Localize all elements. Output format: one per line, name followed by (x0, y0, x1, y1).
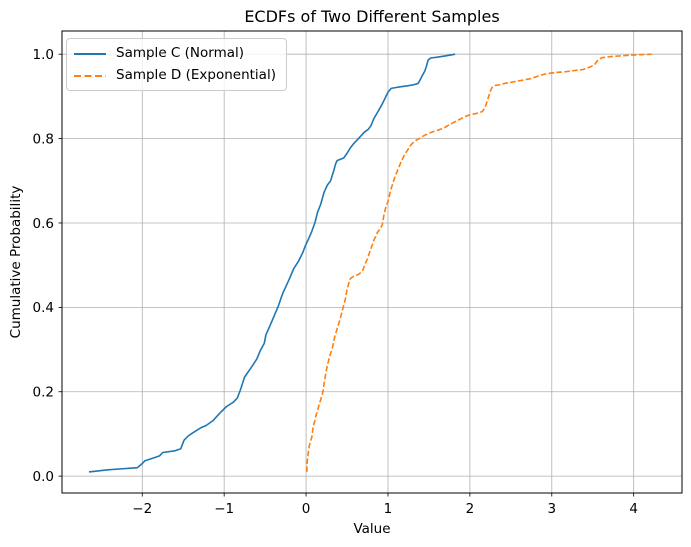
legend-line-solid-icon (74, 52, 106, 55)
chart-title: ECDFs of Two Different Samples (244, 7, 500, 26)
ecdf-line-sample-c (88, 53, 456, 473)
legend-label: Sample C (Normal) (116, 45, 245, 61)
x-tick-label: 3 (547, 501, 556, 517)
legend-item-sample-d: Sample D (Exponential) (74, 68, 276, 83)
y-tick-label: 0.0 (33, 469, 54, 485)
y-axis-label: Cumulative Probability (8, 185, 24, 339)
y-tick-label: 0.6 (33, 216, 54, 232)
x-tick-label: 0 (302, 501, 311, 517)
x-tick-label: 4 (629, 501, 638, 517)
legend-label: Sample D (Exponential) (116, 67, 276, 83)
legend-item-sample-c: Sample C (Normal) (74, 46, 276, 61)
x-axis-label: Value (353, 521, 391, 537)
y-tick-label: 0.4 (33, 300, 54, 316)
x-tick-label: 1 (384, 501, 393, 517)
x-tick-label: 2 (466, 501, 475, 517)
y-tick-label: 1.0 (33, 47, 54, 63)
ecdf-line-sample-d (306, 53, 652, 472)
legend-line-dashed-icon (74, 74, 106, 77)
axes-frame (61, 30, 683, 494)
y-tick-label: 0.2 (33, 385, 54, 401)
y-tick-label: 0.8 (33, 131, 54, 147)
legend: Sample C (Normal) Sample D (Exponential) (66, 38, 287, 91)
x-tick-label: −1 (214, 501, 234, 517)
x-tick-label: −2 (132, 501, 152, 517)
